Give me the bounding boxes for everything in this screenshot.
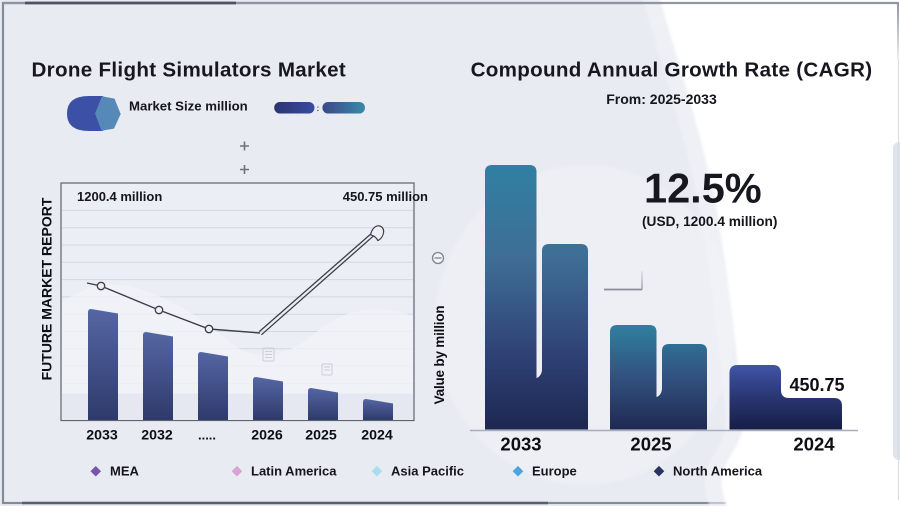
svg-text:450.75 million: 450.75 million xyxy=(343,189,428,204)
svg-text:1200.4 million: 1200.4 million xyxy=(77,189,162,204)
svg-text:2024: 2024 xyxy=(793,434,835,455)
svg-text:2024: 2024 xyxy=(361,428,393,444)
svg-text:Drone Flight Simulators Market: Drone Flight Simulators Market xyxy=(32,59,347,82)
svg-text:Value by million: Value by million xyxy=(432,306,447,405)
svg-text:MEA: MEA xyxy=(110,464,140,479)
svg-text:Compound Annual Growth Rate (C: Compound Annual Growth Rate (CAGR) xyxy=(471,59,873,82)
svg-text:2026: 2026 xyxy=(251,428,283,444)
svg-text:2032: 2032 xyxy=(141,428,173,444)
svg-text:2025: 2025 xyxy=(630,434,671,455)
svg-text:North America: North America xyxy=(673,464,763,479)
svg-text:FUTURE MARKET REPORT: FUTURE MARKET REPORT xyxy=(39,197,55,380)
svg-text:Latin America: Latin America xyxy=(251,464,337,479)
svg-text:450.75: 450.75 xyxy=(789,375,844,395)
svg-text:(USD, 1200.4 million): (USD, 1200.4 million) xyxy=(642,214,777,229)
svg-text:Market Size million: Market Size million xyxy=(129,99,248,114)
svg-text:.....: ..... xyxy=(198,428,216,443)
svg-text:2025: 2025 xyxy=(305,428,337,444)
svg-text:Europe: Europe xyxy=(532,464,577,479)
svg-text:2033: 2033 xyxy=(86,428,118,444)
svg-text:2033: 2033 xyxy=(500,434,541,455)
svg-text:12.5%: 12.5% xyxy=(644,165,762,212)
svg-text::: : xyxy=(317,103,320,113)
svg-text:Asia Pacific: Asia Pacific xyxy=(391,464,464,479)
svg-text:From: 2025-2033: From: 2025-2033 xyxy=(606,91,717,107)
